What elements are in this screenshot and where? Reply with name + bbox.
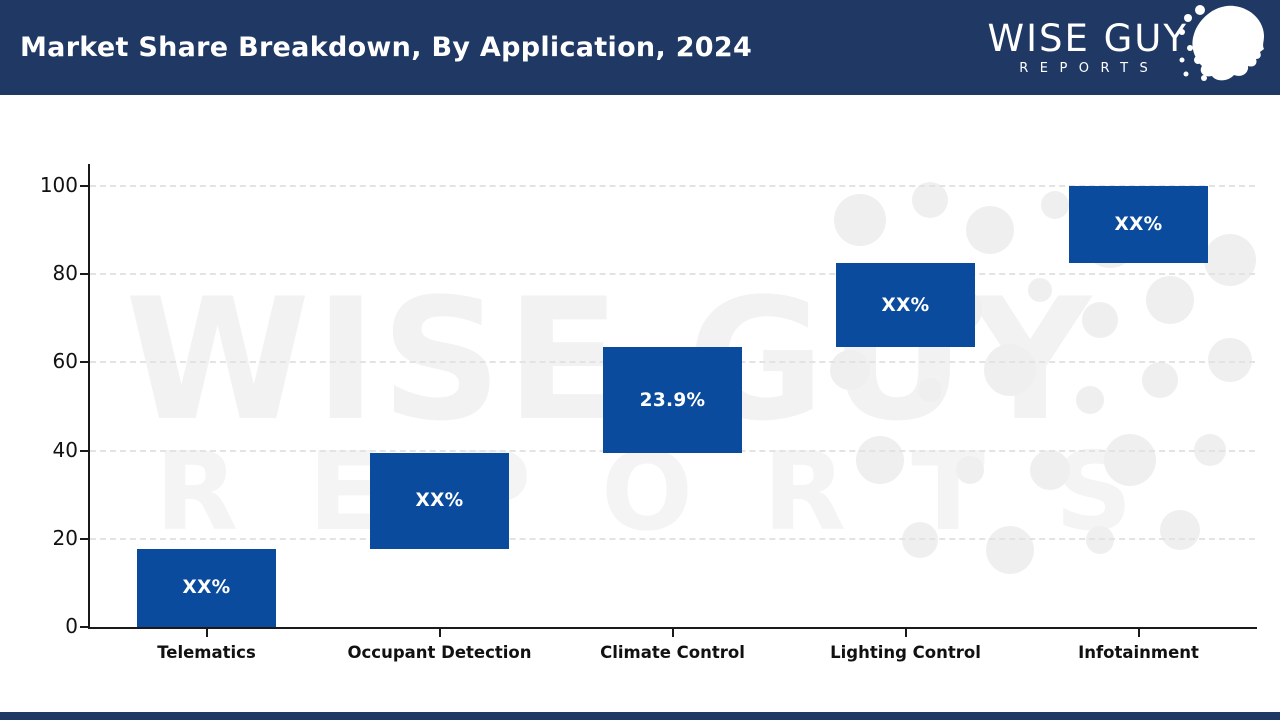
y-tick-label: 40 bbox=[52, 437, 78, 462]
page-title: Market Share Breakdown, By Application, … bbox=[20, 32, 753, 63]
x-tick-label: Telematics bbox=[157, 643, 256, 662]
grid-line bbox=[90, 537, 1255, 540]
x-tick-mark bbox=[205, 629, 208, 637]
x-tick-mark bbox=[904, 629, 907, 637]
x-tick-label: Climate Control bbox=[600, 643, 745, 662]
y-axis-line bbox=[88, 164, 90, 629]
bar-segment: XX% bbox=[1069, 186, 1208, 263]
bar-value-label: XX% bbox=[1114, 213, 1163, 235]
brand-logo-line2: REPORTS bbox=[1019, 61, 1160, 76]
bar-segment: 23.9% bbox=[603, 347, 742, 453]
bar-segment: XX% bbox=[370, 452, 509, 549]
y-tick-mark bbox=[80, 449, 90, 452]
x-tick-label: Lighting Control bbox=[830, 643, 981, 662]
x-tick-label: Occupant Detection bbox=[347, 643, 532, 662]
y-tick-label: 80 bbox=[52, 261, 78, 286]
brand-logo-line1: WISE GUY bbox=[987, 17, 1188, 60]
app-header: Market Share Breakdown, By Application, … bbox=[0, 0, 1280, 95]
brand-logo-text: WISE GUY REPORTS bbox=[988, 20, 1188, 75]
brand-logo: WISE GUY REPORTS bbox=[988, 2, 1270, 94]
y-tick-mark bbox=[80, 626, 90, 628]
x-axis-line bbox=[88, 627, 1257, 629]
y-tick-mark bbox=[80, 361, 90, 364]
x-tick-mark bbox=[671, 629, 674, 637]
grid-line bbox=[90, 185, 1255, 187]
bar-value-label: XX% bbox=[415, 490, 464, 512]
x-tick-label: Infotainment bbox=[1078, 643, 1199, 662]
bar-value-label: 23.9% bbox=[639, 389, 706, 411]
chart-plot-area: 0 20 40 60 80 100 XX% Telematics XX% Occupant Det… bbox=[40, 164, 1257, 662]
y-tick-mark bbox=[80, 273, 90, 276]
y-tick-mark bbox=[80, 185, 90, 187]
bar-segment: XX% bbox=[836, 262, 975, 348]
y-tick-label: 60 bbox=[52, 349, 78, 374]
y-tick-label: 20 bbox=[52, 525, 78, 550]
y-tick-mark bbox=[80, 537, 90, 540]
footer-bar bbox=[0, 712, 1280, 720]
bar-value-label: XX% bbox=[182, 577, 231, 599]
x-tick-mark bbox=[438, 629, 441, 637]
logo-face-icon bbox=[1174, 2, 1270, 94]
x-tick-mark bbox=[1137, 629, 1140, 637]
bar-value-label: XX% bbox=[881, 294, 930, 316]
y-tick-label: 100 bbox=[39, 173, 78, 197]
grid-line bbox=[90, 273, 1255, 276]
bar-segment: XX% bbox=[137, 548, 276, 627]
y-tick-label: 0 bbox=[65, 614, 78, 638]
